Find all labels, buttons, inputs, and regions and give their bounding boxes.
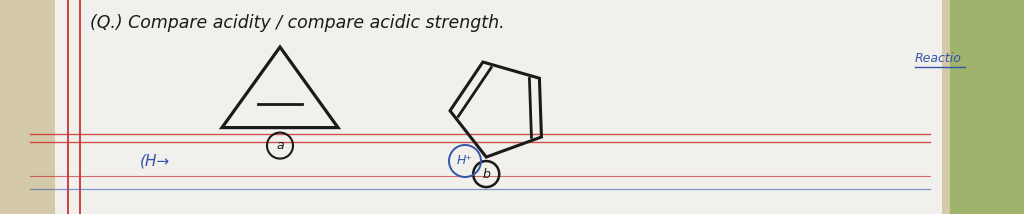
FancyBboxPatch shape [0,0,55,214]
Text: (H→: (H→ [140,153,170,168]
Text: b: b [482,168,490,181]
Text: a: a [276,139,284,152]
Text: Reactio: Reactio [915,52,962,65]
FancyBboxPatch shape [950,0,1024,214]
FancyBboxPatch shape [18,0,942,214]
Text: H⁺: H⁺ [457,155,473,168]
Text: (Q.) Compare acidity / compare acidic strength.: (Q.) Compare acidity / compare acidic st… [90,14,505,32]
